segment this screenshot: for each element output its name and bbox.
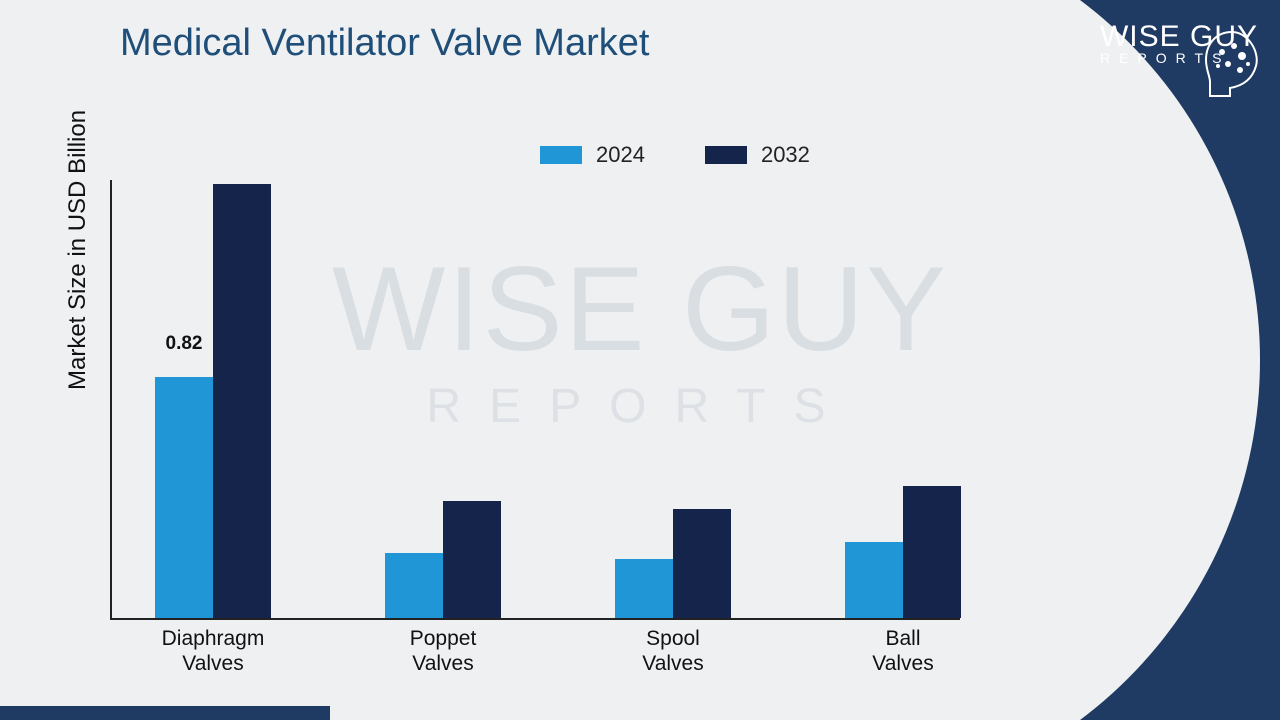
legend-label-2032: 2032 <box>761 142 810 168</box>
category-label: DiaphragmValves <box>138 626 288 676</box>
bar-2032 <box>903 486 961 618</box>
brand-logo: WISE GUY REPORTS <box>1100 20 1258 66</box>
y-axis-label: Market Size in USD Billion <box>64 110 92 390</box>
bar-value-label: 0.82 <box>166 333 203 355</box>
category-label: BallValves <box>828 626 978 676</box>
chart-title: Medical Ventilator Valve Market <box>120 22 649 65</box>
legend-swatch-2024 <box>540 146 582 164</box>
bar-2024 <box>155 377 213 618</box>
bar-2024 <box>615 559 673 618</box>
category-label: SpoolValves <box>598 626 748 676</box>
bar-2032 <box>443 501 501 618</box>
legend-item-2032: 2032 <box>705 142 810 168</box>
bar-2032 <box>673 509 731 618</box>
legend: 2024 2032 <box>540 142 810 168</box>
legend-label-2024: 2024 <box>596 142 645 168</box>
bottom-accent-bar <box>0 706 330 720</box>
chart-area: 0.82DiaphragmValvesPoppetValvesSpoolValv… <box>110 180 960 620</box>
bar-2024 <box>385 553 443 618</box>
brand-head-icon <box>1202 30 1262 100</box>
legend-item-2024: 2024 <box>540 142 645 168</box>
bar-2024 <box>845 542 903 618</box>
x-axis-line <box>110 618 960 620</box>
category-label: PoppetValves <box>368 626 518 676</box>
y-axis-line <box>110 180 112 620</box>
legend-swatch-2032 <box>705 146 747 164</box>
stage: WISE GUY REPORTS Medical Ventilator Valv… <box>0 0 1280 720</box>
bar-2032 <box>213 184 271 618</box>
